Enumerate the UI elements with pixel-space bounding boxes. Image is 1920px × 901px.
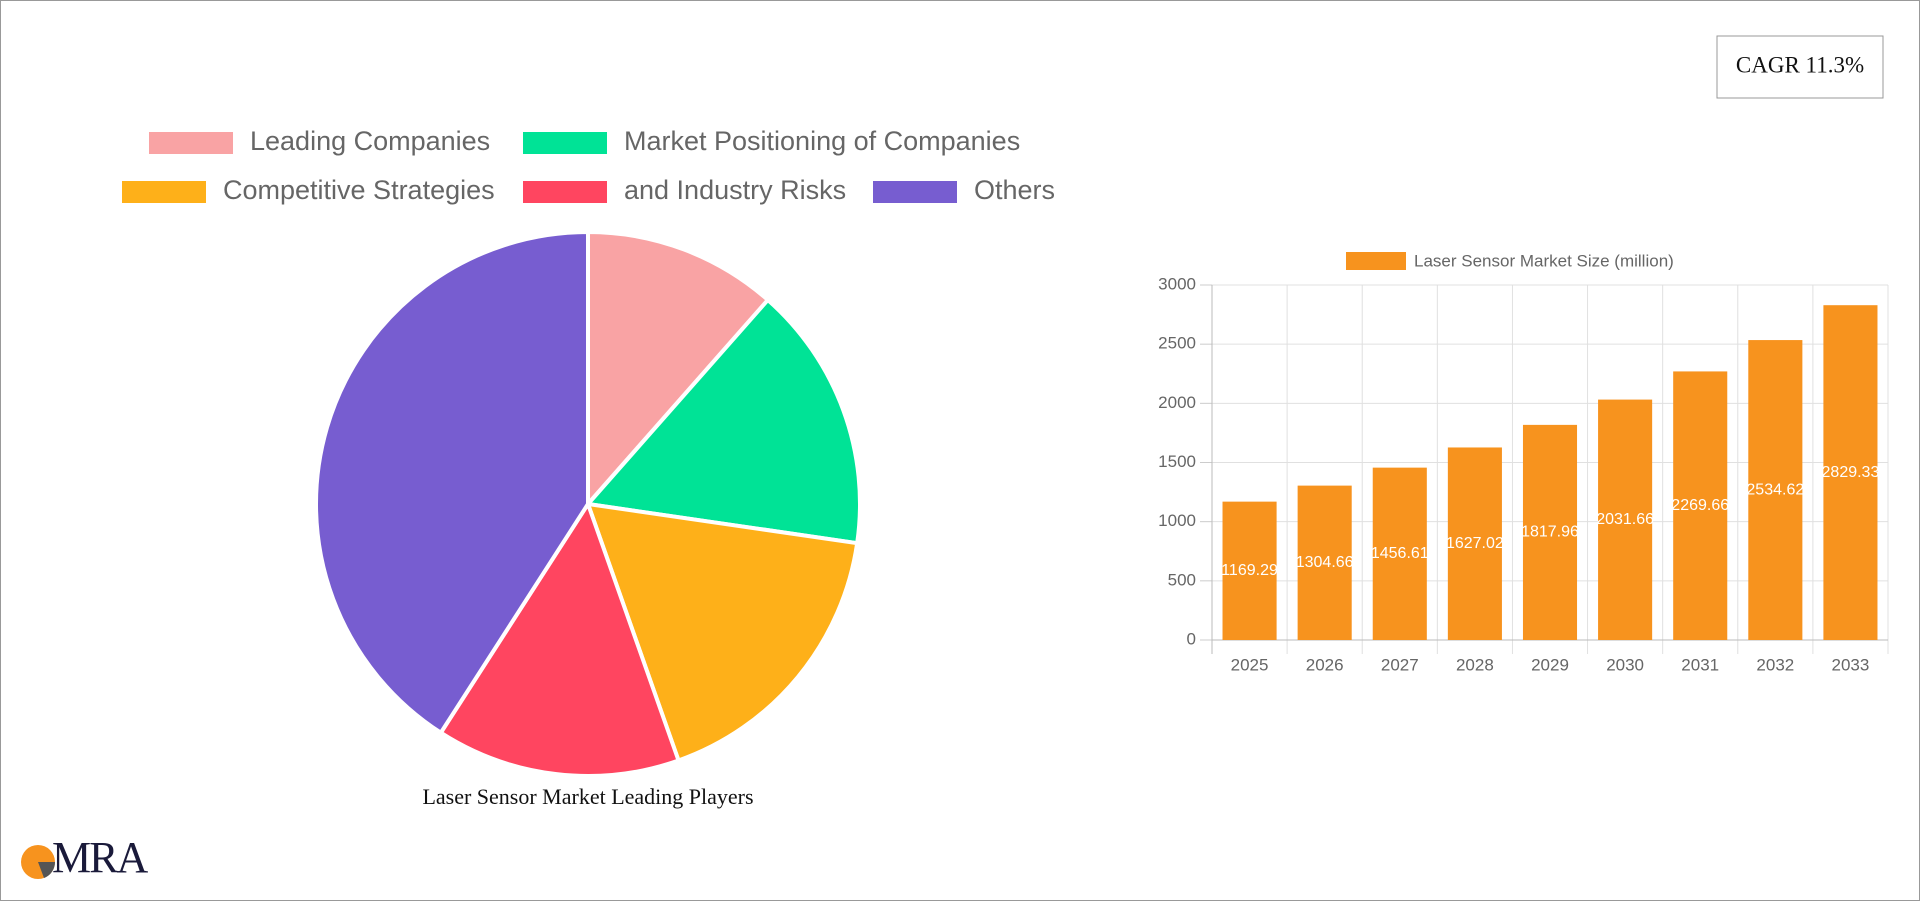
legend-label: Leading Companies — [250, 126, 490, 156]
legend-swatch — [523, 132, 607, 154]
y-tick-label: 1500 — [1158, 452, 1196, 471]
bar — [1673, 371, 1728, 640]
x-tick-label: 2032 — [1756, 655, 1794, 674]
y-tick-label: 3000 — [1158, 274, 1196, 293]
data-label: 1304.66 — [1296, 554, 1354, 571]
x-tick-label: 2026 — [1306, 655, 1344, 674]
x-tick-label: 2029 — [1531, 655, 1569, 674]
data-label: 1456.61 — [1371, 545, 1429, 562]
bar — [1522, 424, 1578, 640]
data-label: 1817.96 — [1521, 524, 1579, 541]
cagr-label: CAGR 11.3% — [1736, 52, 1864, 77]
y-tick-label: 500 — [1168, 570, 1196, 589]
bar — [1222, 501, 1277, 640]
logo-icon-part — [38, 862, 56, 878]
pie-slice — [584, 297, 862, 546]
x-tick-label: 2030 — [1606, 655, 1644, 674]
y-tick-label: 1000 — [1158, 511, 1196, 530]
legend-swatch — [122, 181, 206, 203]
data-label: 1627.02 — [1446, 535, 1504, 552]
bar — [1447, 447, 1502, 640]
cagr-box — [1716, 35, 1884, 99]
x-tick-label: 2031 — [1681, 655, 1719, 674]
pie-slice — [586, 229, 771, 510]
legend-label: Market Positioning of Companies — [624, 126, 1020, 156]
legend-label: Laser Sensor Market Size (million) — [1414, 251, 1674, 270]
legend-label: and Industry Risks — [624, 175, 846, 205]
legend-label: Others — [974, 175, 1055, 205]
x-tick-label: 2028 — [1456, 655, 1494, 674]
bar — [1748, 340, 1803, 640]
data-label: 1169.29 — [1221, 562, 1278, 579]
x-tick-label: 2033 — [1832, 655, 1870, 674]
pie-slice — [585, 501, 860, 764]
data-label: 2031.66 — [1596, 511, 1654, 528]
legend-swatch — [523, 181, 607, 203]
y-tick-label: 0 — [1187, 629, 1196, 648]
bar — [1823, 305, 1878, 640]
legend-swatch — [1346, 252, 1406, 270]
x-tick-label: 2027 — [1381, 655, 1419, 674]
legend-label: Competitive Strategies — [223, 175, 495, 205]
bar — [1372, 467, 1427, 640]
y-tick-label: 2500 — [1158, 334, 1196, 353]
chart-title: Laser Sensor Market Leading Players — [422, 784, 753, 809]
legend-swatch — [873, 181, 957, 203]
logo-text: MRA — [52, 833, 148, 882]
y-tick-label: 2000 — [1158, 393, 1196, 412]
legend-swatch — [149, 132, 233, 154]
x-tick-label: 2025 — [1231, 655, 1269, 674]
pie-slice — [314, 229, 590, 736]
bar — [1297, 485, 1352, 640]
data-label: 2829.33 — [1822, 464, 1880, 481]
data-label: 2269.66 — [1671, 497, 1729, 514]
data-label: 2534.62 — [1746, 481, 1804, 498]
bar — [1598, 399, 1653, 640]
pie-slice — [438, 499, 682, 778]
